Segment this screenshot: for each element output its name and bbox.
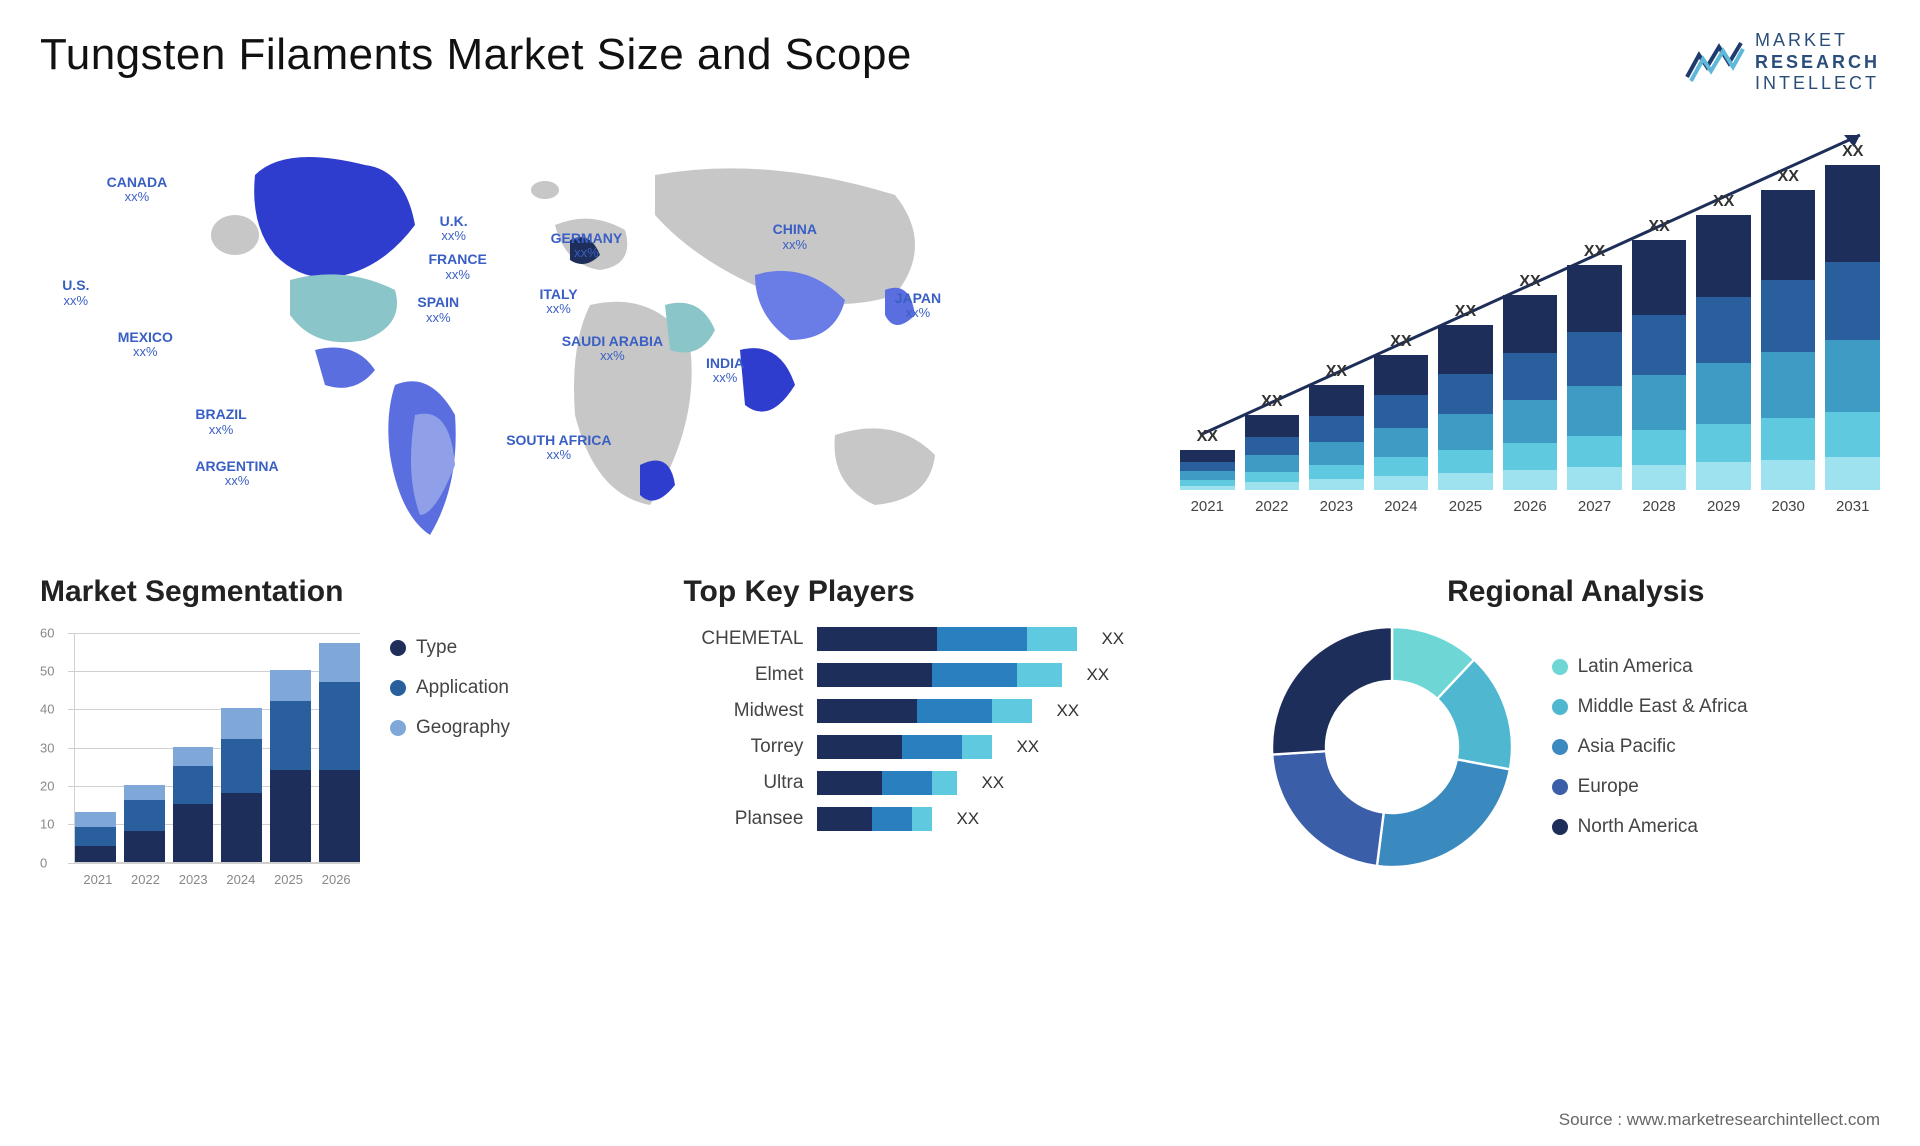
year-bar: XX2030 (1761, 168, 1816, 515)
legend-item: Middle East & Africa (1552, 696, 1748, 718)
year-bar: XX2023 (1309, 363, 1364, 515)
year-bar: XX2027 (1567, 243, 1622, 515)
legend-item: Application (390, 677, 510, 699)
legend-item: North America (1552, 816, 1748, 838)
regional-donut-chart (1272, 627, 1512, 867)
year-bar: XX2026 (1503, 273, 1558, 515)
legend-item: Europe (1552, 776, 1748, 798)
player-row: UltraXX (683, 771, 1236, 795)
segmentation-title: Market Segmentation (40, 575, 648, 609)
segmentation-chart: 0102030405060 202120222023202420252026 (40, 627, 360, 887)
country-label: U.K.xx% (440, 214, 468, 244)
logo-line2: RESEARCH (1755, 52, 1880, 74)
brand-logo: MARKET RESEARCH INTELLECT (1685, 30, 1880, 95)
year-bar: XX2021 (1180, 428, 1235, 515)
country-label: CANADAxx% (107, 175, 168, 205)
players-chart: CHEMETALXX ElmetXX MidwestXX TorreyXX UltraX… (683, 627, 1236, 831)
players-title: Top Key Players (683, 575, 1236, 609)
player-row: MidwestXX (683, 699, 1236, 723)
regional-title: Regional Analysis (1272, 575, 1880, 609)
player-row: CHEMETALXX (683, 627, 1236, 651)
logo-line3: INTELLECT (1755, 73, 1880, 95)
country-label: CHINAxx% (773, 222, 817, 252)
player-row: ElmetXX (683, 663, 1236, 687)
page-title: Tungsten Filaments Market Size and Scope (40, 30, 912, 80)
country-label: ITALYxx% (540, 287, 578, 317)
country-label: SOUTH AFRICAxx% (506, 433, 611, 463)
country-label: FRANCExx% (429, 252, 487, 282)
country-label: JAPANxx% (895, 291, 941, 321)
regional-legend: Latin America Middle East & Africa Asia Pa… (1552, 656, 1748, 838)
year-bar: XX2029 (1696, 193, 1751, 515)
country-label: SPAINxx% (417, 295, 459, 325)
country-label: GERMANYxx% (551, 231, 623, 261)
player-row: TorreyXX (683, 735, 1236, 759)
year-bar: XX2028 (1632, 218, 1687, 515)
main-growth-chart: XX2021XX2022XX2023XX2024XX2025XX2026XX20… (1180, 115, 1880, 545)
legend-item: Type (390, 637, 510, 659)
legend-item: Geography (390, 717, 510, 739)
year-bar: XX2024 (1374, 333, 1429, 515)
year-bar: XX2022 (1245, 393, 1300, 515)
logo-line1: MARKET (1755, 30, 1880, 52)
country-label: INDIAxx% (706, 356, 744, 386)
source-text: Source : www.marketresearchintellect.com (1559, 1110, 1880, 1130)
country-label: ARGENTINAxx% (195, 459, 278, 489)
country-label: BRAZILxx% (195, 407, 246, 437)
country-label: U.S.xx% (62, 278, 89, 308)
logo-mark-icon (1685, 37, 1745, 87)
world-map: CANADAxx% U.S.xx% MEXICOxx% BRAZILxx% ARGENT… (40, 115, 1150, 545)
legend-item: Latin America (1552, 656, 1748, 678)
country-label: SAUDI ARABIAxx% (562, 334, 663, 364)
player-row: PlanseeXX (683, 807, 1236, 831)
legend-item: Asia Pacific (1552, 736, 1748, 758)
segmentation-legend: Type Application Geography (390, 627, 510, 887)
country-label: MEXICOxx% (118, 330, 173, 360)
year-bar: XX2031 (1825, 143, 1880, 515)
year-bar: XX2025 (1438, 303, 1493, 515)
